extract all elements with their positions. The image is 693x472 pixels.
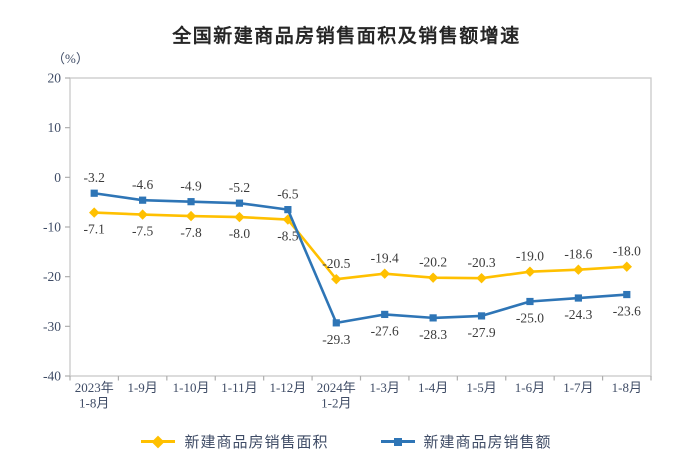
square-marker-icon bbox=[393, 437, 402, 446]
data-point-marker bbox=[573, 264, 584, 275]
x-axis-tick-label: 2023年 1-8月 bbox=[75, 380, 114, 411]
x-axis-tick-label: 1-10月 bbox=[173, 380, 210, 395]
legend-item-sales-amount: 新建商品房销售额 bbox=[380, 431, 552, 452]
legend-label-sales-amount: 新建商品房销售额 bbox=[423, 435, 552, 451]
y-axis-tick-label: -40 bbox=[43, 369, 61, 384]
data-point-marker bbox=[524, 266, 536, 277]
data-point-marker bbox=[477, 312, 486, 320]
data-point-marker bbox=[139, 196, 147, 204]
chart-title: 全国新建商品房销售面积及销售额增速 bbox=[172, 26, 521, 47]
data-point-label: -8.0 bbox=[229, 226, 251, 241]
data-point-marker bbox=[427, 272, 439, 283]
data-point-label: -23.6 bbox=[613, 304, 641, 319]
data-point-marker bbox=[526, 297, 534, 306]
data-point-label: -7.5 bbox=[132, 224, 154, 239]
data-point-marker bbox=[234, 211, 245, 223]
data-point-label: -25.0 bbox=[516, 311, 544, 326]
data-point-marker bbox=[381, 310, 389, 319]
series-line-0 bbox=[92, 211, 629, 281]
data-point-marker bbox=[379, 268, 390, 279]
data-point-label: -7.1 bbox=[84, 222, 105, 237]
data-point-marker bbox=[90, 189, 98, 197]
y-axis-tick-label: 0 bbox=[54, 170, 61, 185]
data-point-marker bbox=[185, 210, 197, 222]
data-point-label: -18.6 bbox=[564, 247, 592, 262]
data-point-marker bbox=[235, 199, 244, 207]
legend: 新建商品房销售面积 新建商品房销售额 bbox=[0, 431, 693, 452]
data-point-marker bbox=[137, 209, 148, 220]
y-axis-tick-label: -10 bbox=[43, 220, 61, 235]
data-point-label: -20.5 bbox=[322, 256, 350, 271]
y-axis-tick-label: 10 bbox=[48, 120, 62, 135]
data-point-label: -20.2 bbox=[419, 255, 447, 270]
data-point-marker bbox=[621, 261, 632, 272]
y-axis-tick-label: -30 bbox=[43, 319, 61, 334]
diamond-marker-icon bbox=[152, 435, 165, 448]
data-point-marker bbox=[187, 198, 195, 206]
x-axis-tick-label: 1-5月 bbox=[466, 380, 496, 395]
y-axis-tick-label: 20 bbox=[48, 71, 62, 86]
data-point-marker bbox=[332, 319, 340, 327]
plot-border bbox=[69, 77, 652, 377]
y-axis-tick-label: -20 bbox=[43, 269, 61, 284]
data-point-label: -27.6 bbox=[371, 323, 399, 338]
data-point-marker bbox=[476, 272, 487, 284]
data-point-label: -7.8 bbox=[180, 225, 202, 240]
data-point-label: -8.5 bbox=[277, 229, 299, 244]
data-point-marker bbox=[429, 314, 437, 322]
sales-amount-line-square-icon bbox=[380, 437, 415, 446]
legend-item-sales-area: 新建商品房销售面积 bbox=[141, 431, 328, 452]
data-point-marker bbox=[284, 206, 292, 214]
data-point-marker bbox=[574, 294, 582, 302]
sales-area-line-diamond-icon bbox=[141, 435, 176, 448]
x-axis-tick-label: 1-11月 bbox=[221, 380, 257, 395]
data-point-label: -4.6 bbox=[132, 177, 154, 192]
data-point-label: -28.3 bbox=[419, 327, 447, 342]
series-line-1 bbox=[92, 191, 629, 325]
x-axis-tick-label: 1-9月 bbox=[127, 380, 157, 395]
x-axis-tick-label: 1-4月 bbox=[418, 380, 448, 395]
data-point-label: -27.9 bbox=[467, 325, 495, 340]
x-axis-tick-label: 1-8月 bbox=[612, 380, 642, 395]
x-axis-tick-label: 1-6月 bbox=[515, 380, 545, 395]
data-point-label: -19.4 bbox=[371, 251, 399, 266]
x-axis-tick-label: 1-12月 bbox=[269, 380, 306, 395]
legend-label-sales-area: 新建商品房销售面积 bbox=[184, 435, 329, 451]
data-point-marker bbox=[89, 207, 100, 218]
y-axis-unit-label: （%） bbox=[52, 51, 89, 66]
x-axis-tick-label: 1-3月 bbox=[370, 380, 400, 395]
data-point-label: -5.2 bbox=[229, 180, 250, 195]
data-point-marker bbox=[331, 273, 342, 285]
data-point-label: -20.3 bbox=[467, 255, 495, 270]
x-axis-tick-label: 2024年 1-2月 bbox=[317, 380, 356, 411]
x-axis-tick-label: 1-7月 bbox=[563, 380, 593, 395]
data-point-label: -24.3 bbox=[564, 307, 592, 322]
data-point-label: -19.0 bbox=[516, 249, 544, 264]
data-point-label: -6.5 bbox=[277, 187, 299, 202]
data-point-label: -29.3 bbox=[322, 332, 350, 347]
data-point-label: -4.9 bbox=[180, 179, 202, 194]
data-point-label: -3.2 bbox=[84, 170, 105, 185]
data-point-marker bbox=[623, 290, 631, 299]
data-point-label: -18.0 bbox=[613, 244, 641, 259]
